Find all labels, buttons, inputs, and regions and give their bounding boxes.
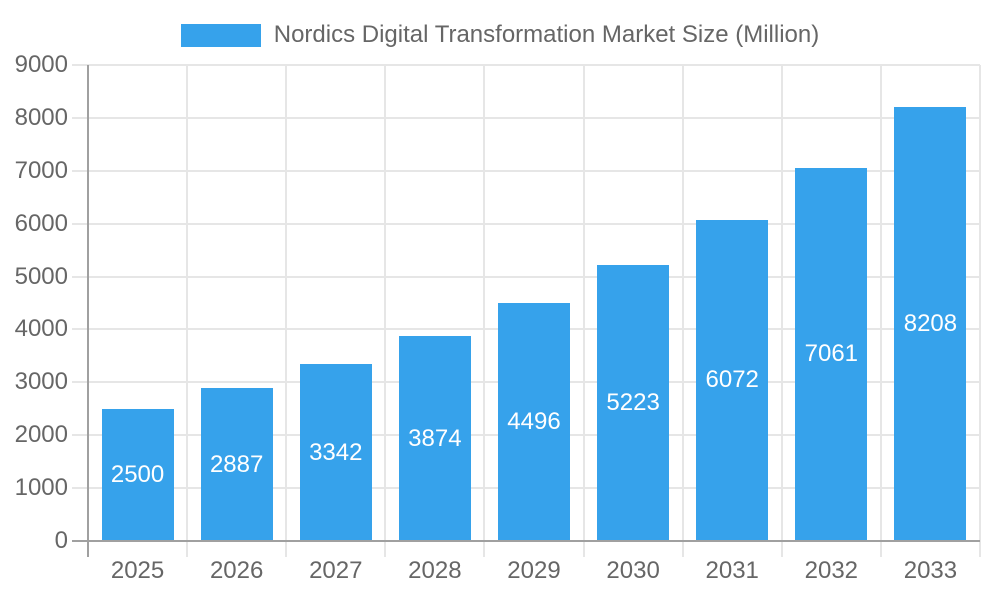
- y-gridline: [88, 169, 980, 172]
- y-gridline: [88, 275, 980, 278]
- y-tick-label: 5000: [14, 262, 68, 290]
- y-axis-tick: [72, 540, 88, 542]
- y-axis-line: [87, 65, 89, 541]
- x-tick-label: 2030: [606, 557, 660, 584]
- bar-2032: 7061: [795, 167, 868, 541]
- y-tick-label: 2000: [14, 421, 68, 449]
- y-gridline: [88, 222, 980, 225]
- x-gridline: [879, 65, 882, 541]
- bar-value-label: 4496: [507, 408, 561, 436]
- legend-marker-swatch: [180, 23, 261, 47]
- x-tick-label: 2032: [804, 557, 859, 584]
- x-gridline: [979, 65, 981, 541]
- y-axis-tick: [72, 64, 88, 66]
- y-axis-tick: [72, 169, 88, 172]
- x-axis-tick: [879, 541, 882, 557]
- bar-value-label: 3874: [408, 424, 462, 452]
- x-tick-label: 2031: [705, 557, 759, 584]
- y-tick-label: 0: [54, 527, 68, 554]
- x-axis-tick: [483, 541, 486, 557]
- x-gridline: [681, 65, 684, 541]
- y-tick-label: 8000: [14, 103, 68, 131]
- x-gridline: [483, 65, 486, 541]
- bar-value-label: 2500: [110, 460, 165, 488]
- x-gridline: [186, 65, 189, 541]
- x-axis-tick: [582, 541, 585, 557]
- x-axis-tick: [384, 541, 387, 557]
- x-axis-tick: [186, 541, 189, 557]
- legend-series-label: Nordics Digital Transformation Market Si…: [273, 21, 820, 48]
- y-tick-label: 3000: [14, 368, 68, 396]
- bar-value-label: 8208: [903, 309, 958, 337]
- y-tick-label: 1000: [14, 474, 68, 502]
- bar-value-label: 2887: [209, 450, 264, 478]
- x-gridline: [582, 65, 585, 541]
- x-tick-label: 2029: [507, 557, 561, 584]
- bar-2033: 8208: [894, 106, 967, 541]
- x-tick-label: 2028: [408, 557, 462, 584]
- x-tick-label: 2025: [110, 557, 165, 584]
- y-tick-label: 4000: [14, 315, 68, 343]
- x-tick-label: 2027: [309, 557, 363, 584]
- x-axis-tick: [780, 541, 783, 557]
- y-tick-label: 6000: [14, 209, 68, 237]
- y-tick-label: 9000: [14, 51, 68, 78]
- bar-value-label: 7061: [804, 340, 859, 368]
- bar-2026: 2887: [200, 388, 273, 541]
- y-axis-tick: [72, 487, 88, 490]
- bar-value-label: 3342: [309, 438, 363, 466]
- bar-2027: 3342: [299, 364, 372, 541]
- x-gridline: [285, 65, 288, 541]
- y-axis-tick: [72, 381, 88, 384]
- x-tick-label: 2026: [209, 557, 264, 584]
- bar-2030: 5223: [597, 264, 670, 541]
- y-tick-label: 7000: [14, 156, 68, 184]
- x-gridline: [384, 65, 387, 541]
- y-axis-tick: [72, 275, 88, 278]
- bar-2025: 2500: [101, 408, 174, 541]
- x-axis-tick: [979, 541, 981, 557]
- y-axis-tick: [72, 328, 88, 331]
- bar-2028: 3874: [398, 336, 471, 541]
- y-gridline: [88, 116, 980, 119]
- bar-value-label: 6072: [705, 366, 759, 394]
- bar-value-label: 5223: [606, 388, 660, 416]
- bar-2029: 4496: [498, 303, 570, 541]
- y-axis-tick: [72, 222, 88, 225]
- x-tick-label: 2033: [903, 557, 958, 584]
- x-axis-tick: [681, 541, 684, 557]
- x-axis-line: [87, 540, 980, 542]
- y-gridline: [88, 64, 980, 66]
- y-axis-tick: [72, 116, 88, 119]
- chart-legend: Nordics Digital Transformation Market Si…: [0, 21, 1000, 49]
- x-axis-tick: [285, 541, 288, 557]
- y-axis-tick: [72, 434, 88, 437]
- x-gridline: [780, 65, 783, 541]
- x-axis-tick: [87, 541, 89, 557]
- bar-2031: 6072: [696, 219, 769, 541]
